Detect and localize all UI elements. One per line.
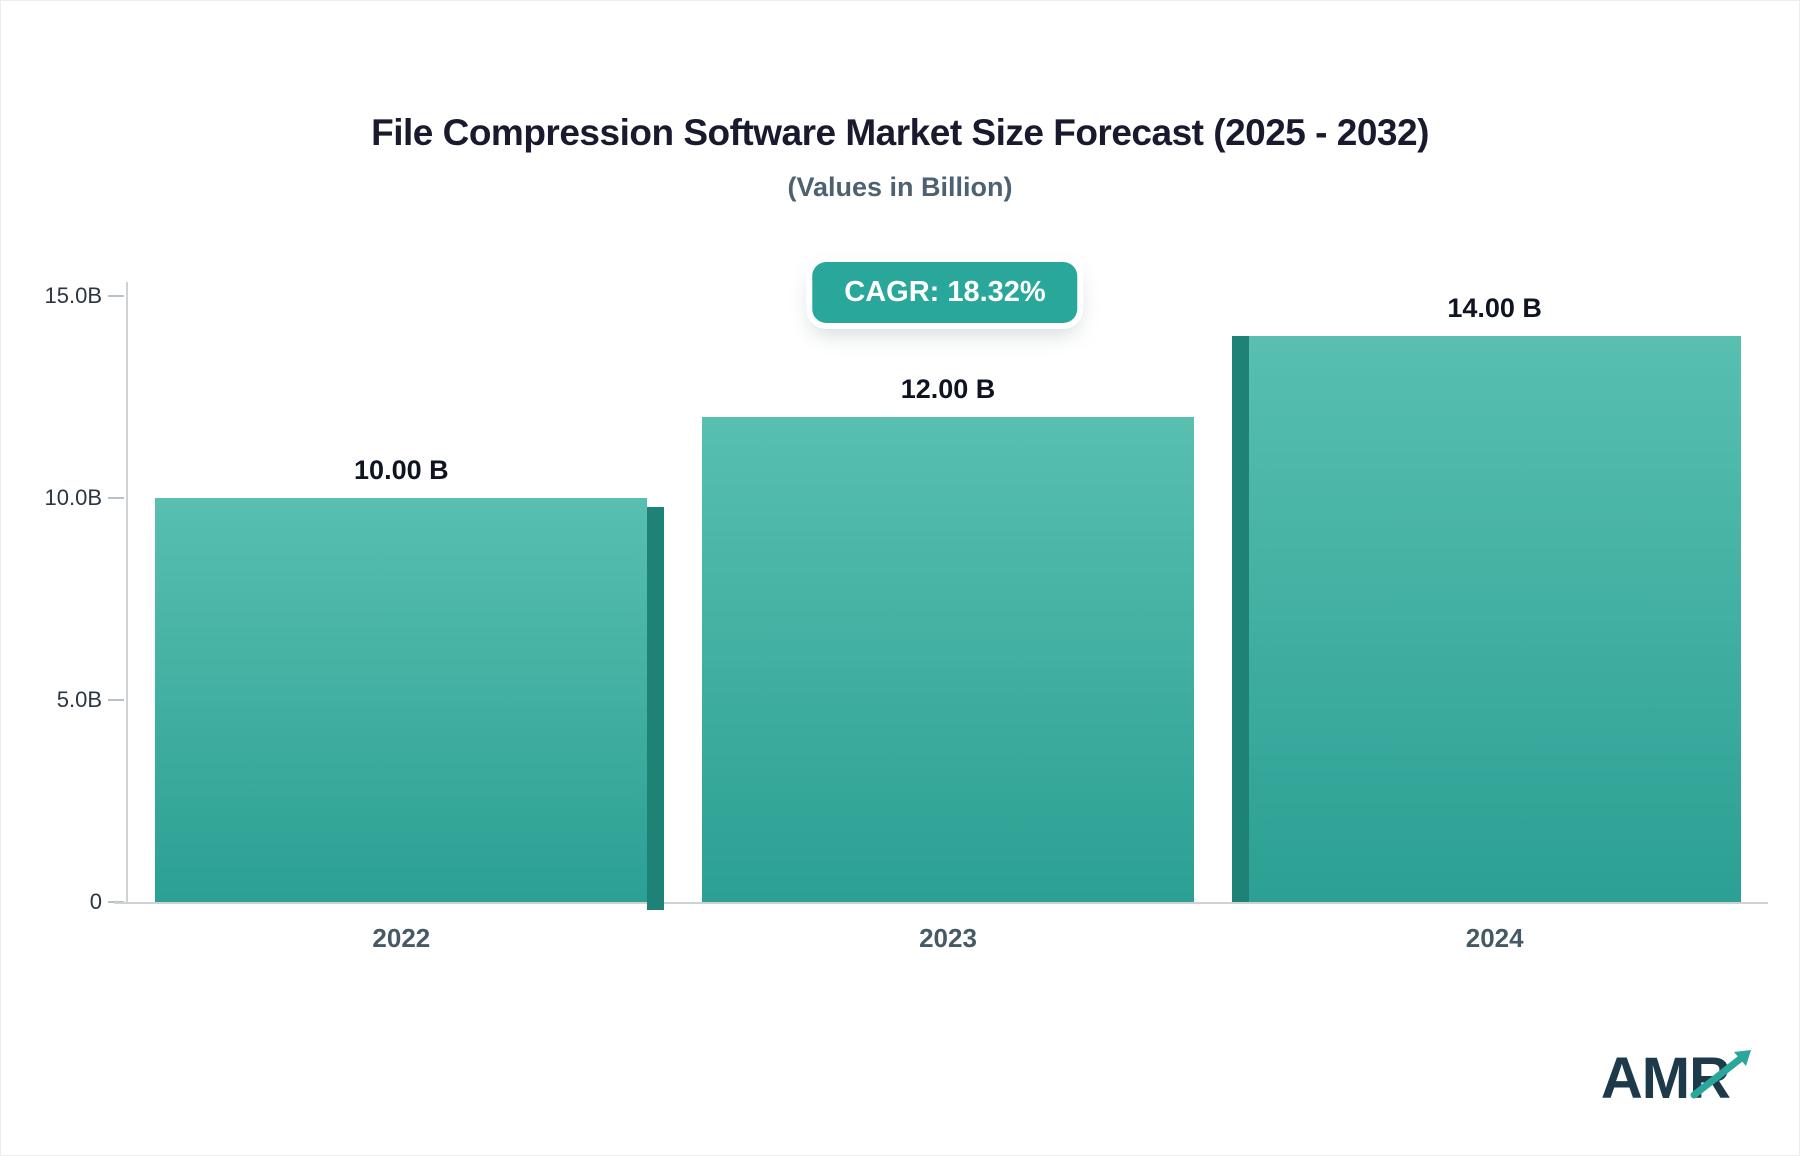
plot-area: 10.00 B 2022 12.00 B 2023 14.00 B 2024 — [114, 282, 1768, 953]
chart-subtitle: (Values in Billion) — [787, 172, 1013, 202]
x-axis-label: 2022 — [372, 923, 431, 953]
y-tick-mark — [108, 295, 124, 297]
chart-title: File Compression Software Market Size Fo… — [371, 112, 1429, 153]
bar-3d-edge — [1231, 336, 1249, 902]
bar-value-label: 10.00 B — [354, 455, 449, 485]
bar-value-label: 14.00 B — [1447, 293, 1542, 324]
bar — [1231, 336, 1741, 902]
cagr-badge-label: CAGR: 18.32% — [844, 276, 1046, 308]
cagr-badge: CAGR: 18.32% — [812, 262, 1078, 323]
x-axis-label: 2024 — [1465, 923, 1524, 953]
y-tick-label: 15.0B — [44, 283, 103, 308]
bar-group: 12.00 B 2023 — [702, 296, 1194, 953]
bar — [702, 417, 1194, 902]
bar-chart: 0 5.0B 10.0B 15.0B 10.00 B 2022 12.00 B 2023 14… — [0, 282, 1800, 953]
y-axis-line — [126, 282, 128, 902]
y-tick-label: 0 — [89, 889, 102, 914]
bar-group: 10.00 B 2022 — [155, 296, 665, 953]
bar-group: 14.00 B 2024 — [1231, 293, 1741, 953]
y-tick-label: 5.0B — [56, 687, 102, 712]
y-tick-mark — [108, 699, 124, 701]
y-tick-mark — [108, 497, 124, 499]
bar-3d-edge — [647, 507, 665, 910]
amr-logo: AMR — [1600, 1045, 1751, 1112]
y-tick-label: 10.0B — [44, 485, 103, 510]
bar-value-label: 12.00 B — [900, 374, 996, 405]
y-axis: 0 5.0B 10.0B 15.0B — [0, 283, 128, 914]
x-axis-line — [114, 902, 1768, 904]
bar — [155, 498, 665, 910]
amr-logo-text: AMR — [1600, 1046, 1731, 1111]
amr-logo-arrow-icon — [1690, 1050, 1751, 1099]
x-axis-label: 2023 — [919, 923, 977, 953]
